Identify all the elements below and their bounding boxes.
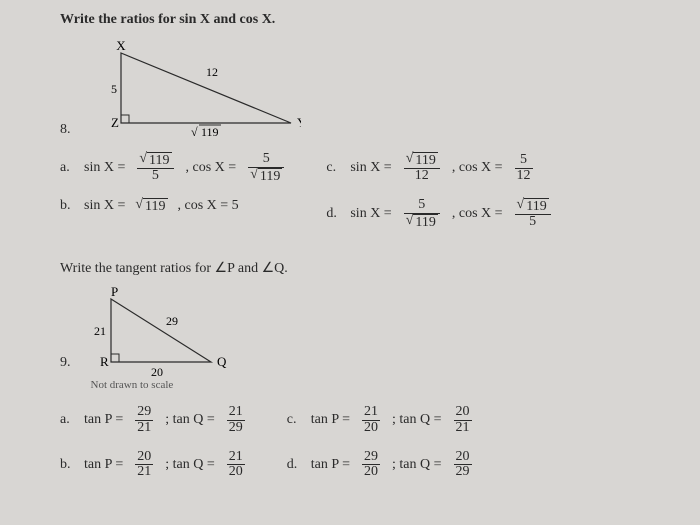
q8-answers: a. sin X = √119 5 , cos X = 5 √119 b. si… — [60, 152, 670, 230]
q8-col-left: a. sin X = √119 5 , cos X = 5 √119 b. si… — [60, 152, 286, 230]
side-5: 5 — [111, 82, 117, 96]
q9-prompt: Write the tangent ratios for ∠P and ∠Q. — [60, 260, 670, 277]
q9-answers: a. tan P = 2921 ; tan Q = 2129 b. tan P … — [60, 405, 670, 480]
q9-opt-c: c. tan P = 2120 ; tan Q = 2021 — [287, 405, 474, 435]
side-29: 29 — [166, 314, 178, 328]
q9-number: 9. — [60, 355, 71, 371]
q9-opt-d: d. tan P = 2920 ; tan Q = 2029 — [287, 450, 474, 480]
q8-prompt: Write the ratios for sin X and cos X. — [60, 12, 670, 28]
q9-col-left: a. tan P = 2921 ; tan Q = 2129 b. tan P … — [60, 405, 247, 480]
side-sqrt119: √ — [191, 125, 198, 138]
svg-text:119: 119 — [201, 125, 219, 138]
q8-col-right: c. sin X = √119 12 , cos X = 5 12 d. sin… — [326, 152, 552, 230]
q9-opt-b: b. tan P = 2021 ; tan Q = 2120 — [60, 450, 247, 480]
q9-opt-a: a. tan P = 2921 ; tan Q = 2129 — [60, 405, 247, 435]
q9-figure-row: 9. P Q R 21 29 20 Not drawn to scale — [60, 287, 670, 391]
vertex-z: Z — [111, 115, 119, 130]
vertex-x: X — [116, 38, 126, 53]
q9-triangle: P Q R 21 29 20 — [91, 287, 241, 379]
vertex-y: Y — [297, 115, 301, 130]
vertex-q: Q — [217, 354, 227, 369]
side-21: 21 — [94, 324, 106, 338]
side-12: 12 — [206, 65, 218, 79]
q8-figure-row: 8. X Y Z 5 12 √ 119 — [60, 38, 670, 138]
scale-note: Not drawn to scale — [91, 379, 241, 391]
q8-opt-b: b. sin X = √119 , cos X = 5 — [60, 198, 286, 214]
q8-number: 8. — [60, 122, 71, 138]
worksheet-page: Write the ratios for sin X and cos X. 8.… — [0, 0, 700, 490]
q9-col-right: c. tan P = 2120 ; tan Q = 2021 d. tan P … — [287, 405, 474, 480]
vertex-p: P — [111, 287, 118, 299]
q8-block: Write the ratios for sin X and cos X. 8.… — [60, 12, 670, 230]
side-20: 20 — [151, 365, 163, 379]
q8-opt-a: a. sin X = √119 5 , cos X = 5 √119 — [60, 152, 286, 184]
q8-opt-d: d. sin X = 5 √119 , cos X = √119 5 — [326, 198, 552, 230]
q9-block: Write the tangent ratios for ∠P and ∠Q. … — [60, 260, 670, 480]
q8-opt-c: c. sin X = √119 12 , cos X = 5 12 — [326, 152, 552, 184]
vertex-r: R — [100, 354, 109, 369]
q8-triangle: X Y Z 5 12 √ 119 — [91, 38, 301, 138]
